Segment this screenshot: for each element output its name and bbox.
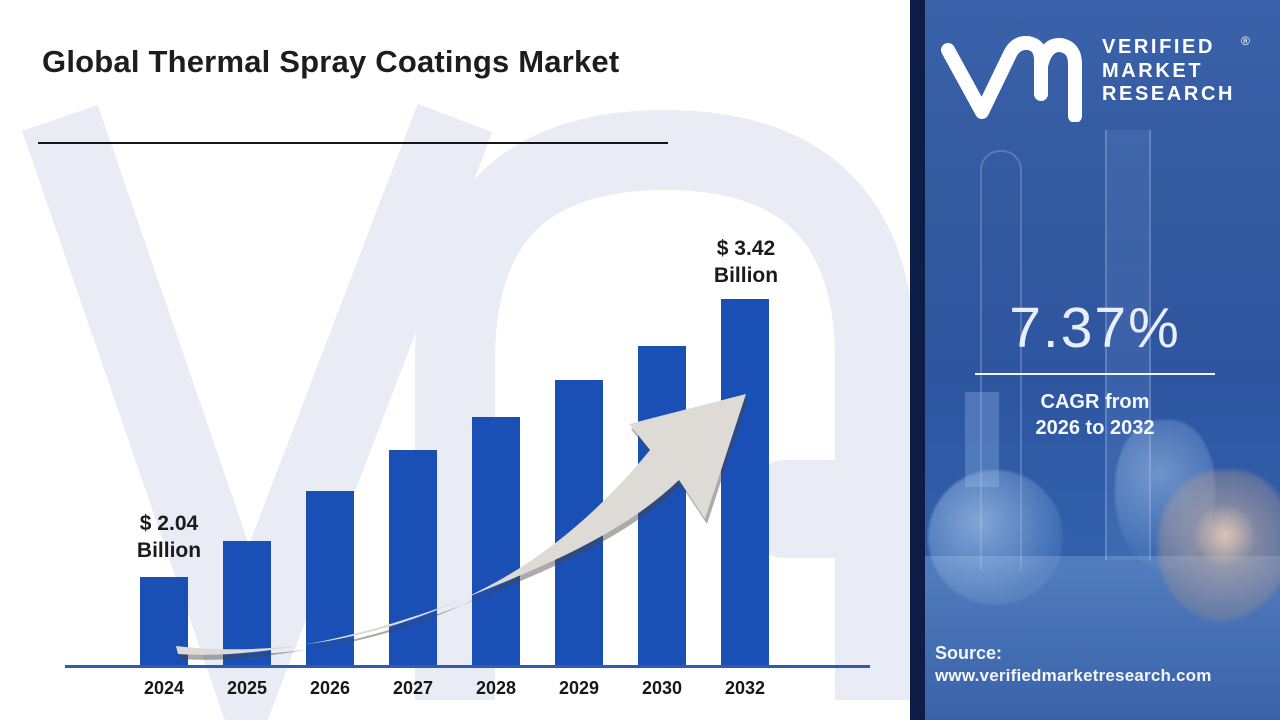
flower-decoration	[1158, 470, 1280, 620]
x-axis-label-2025: 2025	[226, 678, 268, 698]
x-axis-label-2028: 2028	[475, 678, 517, 698]
x-axis-label-2026: 2026	[309, 678, 351, 698]
bar-2029	[555, 380, 603, 666]
source-label: Source:	[935, 643, 1003, 663]
cagr-block: 7.37% CAGR from 2026 to 2032	[925, 295, 1265, 441]
brand-line-verified: VERIFIED	[1102, 36, 1216, 58]
bar-group: 2027	[389, 450, 437, 698]
cagr-caption-line1: CAGR from	[1040, 391, 1150, 413]
flower-center-decoration	[1195, 505, 1255, 565]
x-axis-line	[65, 665, 870, 668]
bar-chart: 2024 2025 2026 2027 2028 2029 2030 2032	[140, 299, 769, 698]
x-axis-label-2029: 2029	[558, 678, 600, 698]
bar-group: 2026	[306, 491, 354, 698]
bar-group: 2025	[223, 541, 271, 698]
cagr-caption: CAGR from 2026 to 2032	[925, 389, 1265, 441]
registered-trademark-symbol: ®	[1241, 34, 1250, 48]
bar-2032	[721, 299, 769, 666]
brand-line-market: MARKET	[1102, 59, 1204, 82]
x-axis-label-2027: 2027	[392, 678, 434, 698]
bar-2028	[472, 417, 520, 666]
source-url[interactable]: www.verifiedmarketresearch.com	[935, 666, 1212, 686]
bar-group: 2028	[472, 417, 520, 698]
source-block: Source: www.verifiedmarketresearch.com	[935, 641, 1212, 688]
flask-icon	[1115, 420, 1215, 570]
bar-group: 2030	[638, 346, 686, 698]
bar-2024	[140, 577, 188, 666]
sidebar-panel: VERIFIED MARKET RESEARCH ® 7.37% CAGR fr…	[910, 0, 1280, 720]
round-flask-icon	[928, 470, 1063, 605]
brand-line-research: RESEARCH	[1102, 83, 1236, 106]
x-axis-label-2030: 2030	[641, 678, 683, 698]
start-value-line1: $ 2.04	[139, 512, 199, 535]
end-value-line2: Billion	[713, 263, 779, 287]
bar-2030	[638, 346, 686, 666]
bar-group: 2032	[721, 299, 769, 698]
bar-2027	[389, 450, 437, 666]
cagr-caption-line2: 2026 to 2032	[1035, 417, 1155, 439]
x-axis-label-2024: 2024	[143, 678, 185, 698]
lab-bench-surface	[910, 556, 1280, 720]
vm-watermark-blob	[757, 460, 907, 558]
page-title: Global Thermal Spray Coatings Market	[42, 44, 620, 79]
bar-2026	[306, 491, 354, 666]
x-axis-label-2032: 2032	[724, 678, 766, 698]
end-value-label: $ 3.42 Billion	[693, 236, 799, 290]
sidebar-accent-strip	[910, 0, 925, 720]
cagr-value: 7.37%	[1009, 296, 1181, 360]
bar-group: 2024	[140, 577, 188, 698]
start-value-line2: Billion	[136, 538, 202, 562]
brand-name: VERIFIED MARKET RESEARCH	[1102, 36, 1235, 107]
end-value-line1: $ 3.42	[716, 237, 776, 260]
cagr-underline	[975, 373, 1215, 375]
start-value-label: $ 2.04 Billion	[116, 511, 222, 565]
brand-logo: VERIFIED MARKET RESEARCH ®	[940, 34, 1250, 122]
bar-2025	[223, 541, 271, 666]
title-underline	[38, 142, 668, 144]
vmr-logo-icon	[941, 36, 1082, 122]
bar-group: 2029	[555, 380, 603, 698]
